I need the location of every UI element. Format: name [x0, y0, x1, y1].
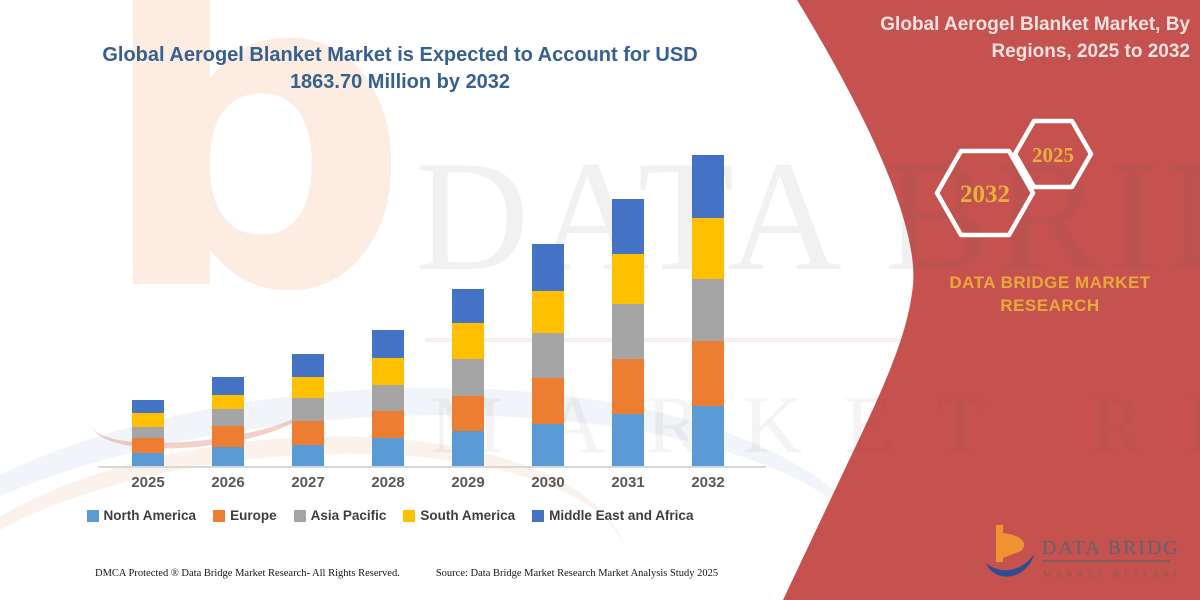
bar-segment: [212, 395, 244, 409]
bar-segment: [692, 279, 724, 341]
x-axis-label: 2031: [611, 474, 645, 491]
bar-segment: [452, 289, 484, 323]
bar-segment: [692, 341, 724, 406]
logo-subtitle-text: MARKET RESEARCH: [1043, 570, 1177, 580]
legend-label: Europe: [230, 508, 277, 523]
hexagon-2025-label: 2025: [1032, 143, 1074, 167]
panel-brand-text: DATA BRIDGE MARKET RESEARCH: [949, 273, 1151, 315]
legend-item: Asia Pacific: [293, 508, 387, 523]
bar-segment: [212, 409, 244, 426]
bar-segment: [532, 424, 564, 466]
stacked-bar-2029: [452, 289, 484, 466]
stacked-bar-2027: [292, 354, 324, 466]
databridge-b-watermark-icon: b: [96, 0, 411, 388]
stacked-bar-2026: [212, 377, 244, 466]
x-axis-label: 2028: [371, 474, 405, 491]
bar-segment: [292, 398, 324, 421]
legend-label: Asia Pacific: [310, 508, 387, 523]
x-axis-label: 2032: [691, 474, 725, 491]
stacked-bar-2032: [692, 155, 724, 466]
bar-segment: [292, 421, 324, 445]
bar-segment: [372, 358, 404, 385]
legend-label: Middle East and Africa: [549, 508, 694, 523]
bar-segment: [532, 244, 564, 291]
bar-segment: [132, 427, 164, 438]
legend-label: South America: [420, 508, 516, 523]
legend: North America Europe Asia Pacific South Ame…: [0, 508, 780, 523]
bar-segment: [132, 438, 164, 453]
logo-swoosh-icon: [986, 554, 1034, 577]
bar-segment: [452, 323, 484, 359]
bar-segment: [532, 291, 564, 333]
watermark-underline: [425, 338, 1125, 342]
legend-item: Middle East and Africa: [532, 508, 693, 523]
stacked-bar-2028: [372, 330, 404, 466]
legend-marker-icon: [293, 509, 306, 522]
bar-segment: [692, 155, 724, 218]
legend-marker-icon: [532, 509, 545, 522]
footer: DMCA Protected ® Data Bridge Market Rese…: [95, 568, 718, 579]
x-axis-label: 2029: [451, 474, 485, 491]
bar-segment: [212, 426, 244, 447]
panel-heading: Global Aerogel Blanket Market, By Region…: [880, 14, 1190, 62]
bar-segment: [692, 218, 724, 279]
x-axis-label: 2025: [131, 474, 165, 491]
stacked-bar-2030: [532, 244, 564, 466]
hexagon-2032-icon: [934, 148, 1036, 238]
x-axis-line: [98, 466, 766, 468]
legend-item: Europe: [213, 508, 277, 523]
x-axis-label: 2030: [531, 474, 565, 491]
legend-marker-icon: [86, 509, 99, 522]
legend-label: North America: [103, 508, 197, 523]
bar-segment: [132, 413, 164, 427]
bar-segment: [372, 411, 404, 438]
bar-segment: [372, 385, 404, 411]
logo-b-stem-icon: [996, 525, 1003, 562]
bar-segment: [292, 354, 324, 377]
x-axis-label: 2027: [291, 474, 325, 491]
databridge-logo: DATA BRIDGE MARKET RESEARCH: [986, 525, 1177, 580]
stacked-bar-2031: [612, 199, 644, 466]
bar-segment: [612, 199, 644, 254]
bar-segment: [692, 406, 724, 466]
logo-underline: [1042, 560, 1170, 562]
bar-segment: [372, 438, 404, 466]
bar-segment: [372, 330, 404, 358]
red-panel-shape: [783, 0, 1200, 600]
bar-segment: [292, 445, 324, 466]
x-axis-label: 2026: [211, 474, 245, 491]
bar-segment: [612, 254, 644, 304]
bar-segment: [612, 359, 644, 414]
bar-segment: [532, 378, 564, 424]
chart-title: Global Aerogel Blanket Market is Expecte…: [102, 44, 698, 93]
legend-item: North America: [86, 508, 197, 523]
hexagon-2032-label: 2032: [960, 181, 1010, 208]
logo-b-bowl-icon: [1003, 533, 1025, 558]
bar-segment: [452, 359, 484, 396]
bar-segment: [212, 377, 244, 395]
hexagon-2025-icon: [1012, 118, 1094, 190]
bar-segment: [452, 431, 484, 466]
bar-segment: [212, 447, 244, 466]
footer-dmca-text: DMCA Protected ® Data Bridge Market Rese…: [95, 568, 400, 579]
logo-name-text: DATA BRIDGE: [1042, 537, 1177, 559]
footer-source-text: Source: Data Bridge Market Research Mark…: [435, 568, 719, 579]
bar-segment: [292, 377, 324, 398]
legend-marker-icon: [213, 509, 226, 522]
bar-segment: [612, 414, 644, 466]
bar-segment: [612, 304, 644, 359]
legend-marker-icon: [403, 509, 416, 522]
stacked-bar-2025: [132, 400, 164, 466]
bar-segment: [132, 453, 164, 466]
bar-segment: [132, 400, 164, 413]
bar-segment: [532, 333, 564, 378]
legend-item: South America: [403, 508, 515, 523]
bar-segment: [452, 396, 484, 431]
year-hexagons: 2032 2025: [934, 118, 1094, 238]
